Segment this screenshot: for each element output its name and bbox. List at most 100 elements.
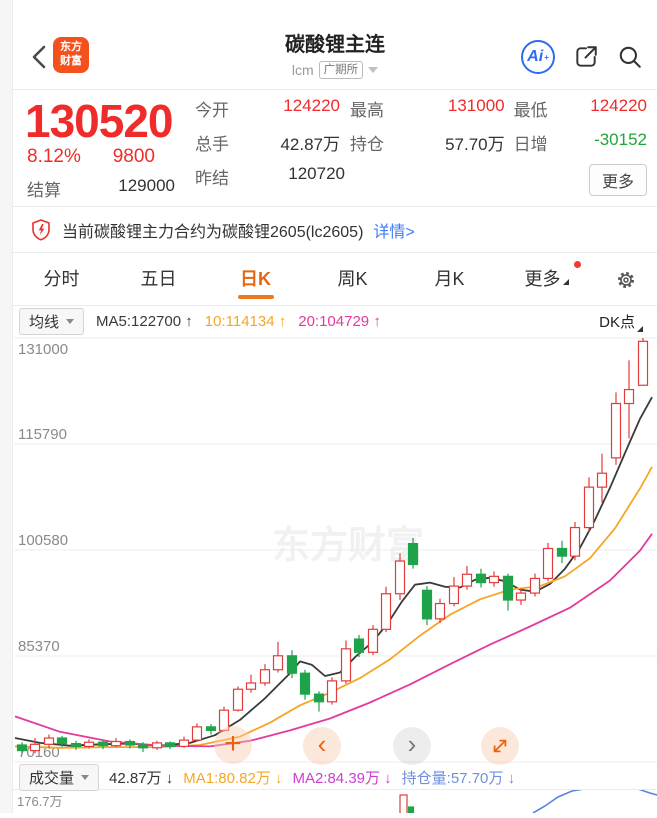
volume-toolbar: 成交量 42.87万 ↓ MA1:80.82万 ↓ MA2:84.39万 ↓ 持… (13, 763, 657, 791)
down-arrow-icon: ↓ (165, 769, 174, 787)
dropdown-fold-icon (562, 278, 569, 285)
ma10-value: 10:114134 ↑ (204, 313, 287, 330)
chevron-left-icon: ‹ (317, 729, 327, 759)
tab-more[interactable]: 更多 (498, 255, 595, 305)
volume-ma1: MA1:80.82万 ↓ (183, 769, 283, 787)
volume-ma2: MA2:84.39万 ↓ (292, 769, 392, 787)
dk-point-button[interactable]: DK点 (599, 311, 643, 332)
notification-dot (574, 260, 581, 268)
search-icon[interactable] (617, 44, 643, 70)
header: 东方 财富 碳酸锂主连 lcm 广期所 Ai + (13, 24, 657, 90)
volume-chart-canvas (399, 785, 657, 816)
chevron-down-icon (66, 319, 75, 324)
logo-text-1: 东方 (60, 41, 82, 54)
dailyincrease-label: 日增 (513, 135, 548, 154)
active-tab-underline (237, 294, 274, 299)
scroll-right-button[interactable]: › (393, 727, 431, 765)
notice-detail-link[interactable]: 详情> (373, 223, 415, 241)
tab-weekly-k[interactable]: 周K (304, 255, 401, 305)
ma-toolbar: 均线 MA5:122700 ↑ 10:114134 ↑ 20:104729 ↑ … (13, 307, 657, 336)
tab-daily-k[interactable]: 日K (207, 255, 304, 305)
notice-bar[interactable]: 当前碳酸锂主力合约为碳酸锂2605(lc2605) 详情> (13, 206, 657, 253)
settle-value: 129000 (118, 176, 175, 195)
back-chevron-icon (32, 45, 46, 69)
notice-text: 当前碳酸锂主力合约为碳酸锂2605(lc2605) (62, 223, 364, 241)
tab-label: 周K (337, 268, 368, 289)
title-block: 碳酸锂主连 lcm 广期所 (13, 28, 657, 79)
ai-label: Ai (527, 48, 544, 65)
ma-selector-label: 均线 (29, 314, 60, 331)
price-chart[interactable]: 东方财富 131000 115790 100580 85370 70160 + ‹ › (0, 336, 657, 765)
fullscreen-button[interactable] (481, 727, 519, 765)
tab-label: 五日 (140, 268, 177, 289)
tab-label: 日K (240, 268, 271, 289)
chevron-right-icon: › (407, 729, 417, 759)
share-icon[interactable] (573, 44, 599, 70)
low-label: 最低 (513, 101, 548, 120)
tab-label: 分时 (43, 268, 80, 289)
svg-text:131000: 131000 (18, 341, 68, 358)
chevron-down-icon (81, 774, 90, 780)
tab-minute[interactable]: 分时 (13, 255, 110, 305)
up-arrow-icon: ↑ (185, 313, 193, 330)
high-value: 131000 (447, 96, 505, 115)
volume-label: 总手 (195, 135, 229, 154)
chevron-down-icon (368, 67, 379, 73)
quote-panel: 130520 8.12% 9800 结算 129000 今开 124220 最高 1… (13, 90, 657, 202)
corner-fold-icon (637, 326, 643, 332)
left-gutter (0, 0, 13, 813)
ai-plus: + (544, 52, 549, 62)
prevsettle-label: 昨结 (195, 169, 229, 188)
ma-selector[interactable]: 均线 (19, 308, 85, 335)
quote-grid: 今开 124220 最高 131000 最低 124220 总手 42.87万 持仓 57… (195, 96, 647, 198)
tab-label: 更多 (524, 268, 561, 289)
change-row: 8.12% 9800 (27, 146, 155, 168)
ai-assistant-button[interactable]: Ai + (521, 40, 555, 74)
openinterest-label: 持仓 (349, 135, 384, 154)
expand-arrows-icon (493, 739, 507, 753)
high-label: 最高 (349, 101, 384, 120)
page-title: 碳酸锂主连 (285, 34, 385, 56)
svg-text:115790: 115790 (18, 426, 67, 443)
low-value: 124220 (590, 96, 647, 115)
prevsettle-value: 120720 (288, 164, 345, 183)
svg-text:85370: 85370 (18, 638, 60, 655)
dk-label: DK点 (599, 314, 635, 331)
ma20-value: 20:104729 ↑ (298, 313, 381, 330)
scroll-left-button[interactable]: ‹ (303, 727, 341, 765)
tab-label: 月K (434, 268, 465, 289)
volume-value: 42.87万 ↓ (109, 769, 174, 787)
svg-text:东方财富: 东方财富 (272, 524, 424, 567)
down-arrow-icon: ↓ (507, 769, 516, 787)
open-value: 124220 (283, 96, 340, 115)
open-label: 今开 (195, 101, 229, 120)
down-arrow-icon: ↓ (384, 769, 392, 787)
settle-label: 结算 (27, 181, 61, 200)
volume-pane[interactable]: 176.7万 (0, 785, 657, 816)
change-percent: 8.12% (27, 146, 81, 167)
eastmoney-logo[interactable]: 东方 财富 (53, 37, 89, 73)
dailyincrease-value: -30152 (594, 130, 647, 149)
open-interest-value: 持仓量:57.70万 ↓ (401, 769, 516, 787)
contract-code: lcm (291, 62, 314, 78)
settle-row: 结算 129000 (27, 176, 175, 201)
tab-5day[interactable]: 五日 (110, 255, 207, 305)
back-button[interactable] (25, 40, 53, 74)
subtitle[interactable]: lcm 广期所 (13, 61, 657, 79)
openinterest-value: 57.70万 (445, 135, 505, 154)
plus-icon: + (224, 726, 242, 760)
tab-monthly-k[interactable]: 月K (401, 255, 498, 305)
svg-text:100580: 100580 (18, 532, 68, 549)
ma5-value: MA5:122700 ↑ (96, 313, 193, 330)
add-indicator-button[interactable]: + (214, 726, 252, 764)
volume-selector-label: 成交量 (29, 769, 75, 787)
volume-axis-max: 176.7万 (17, 794, 63, 809)
more-button[interactable]: 更多 (588, 164, 647, 196)
exchange-tag: 广期所 (318, 61, 364, 79)
gear-icon (618, 271, 634, 288)
last-price: 130520 (25, 95, 173, 147)
chart-settings-button[interactable] (595, 269, 657, 291)
volume-selector[interactable]: 成交量 (19, 763, 100, 791)
